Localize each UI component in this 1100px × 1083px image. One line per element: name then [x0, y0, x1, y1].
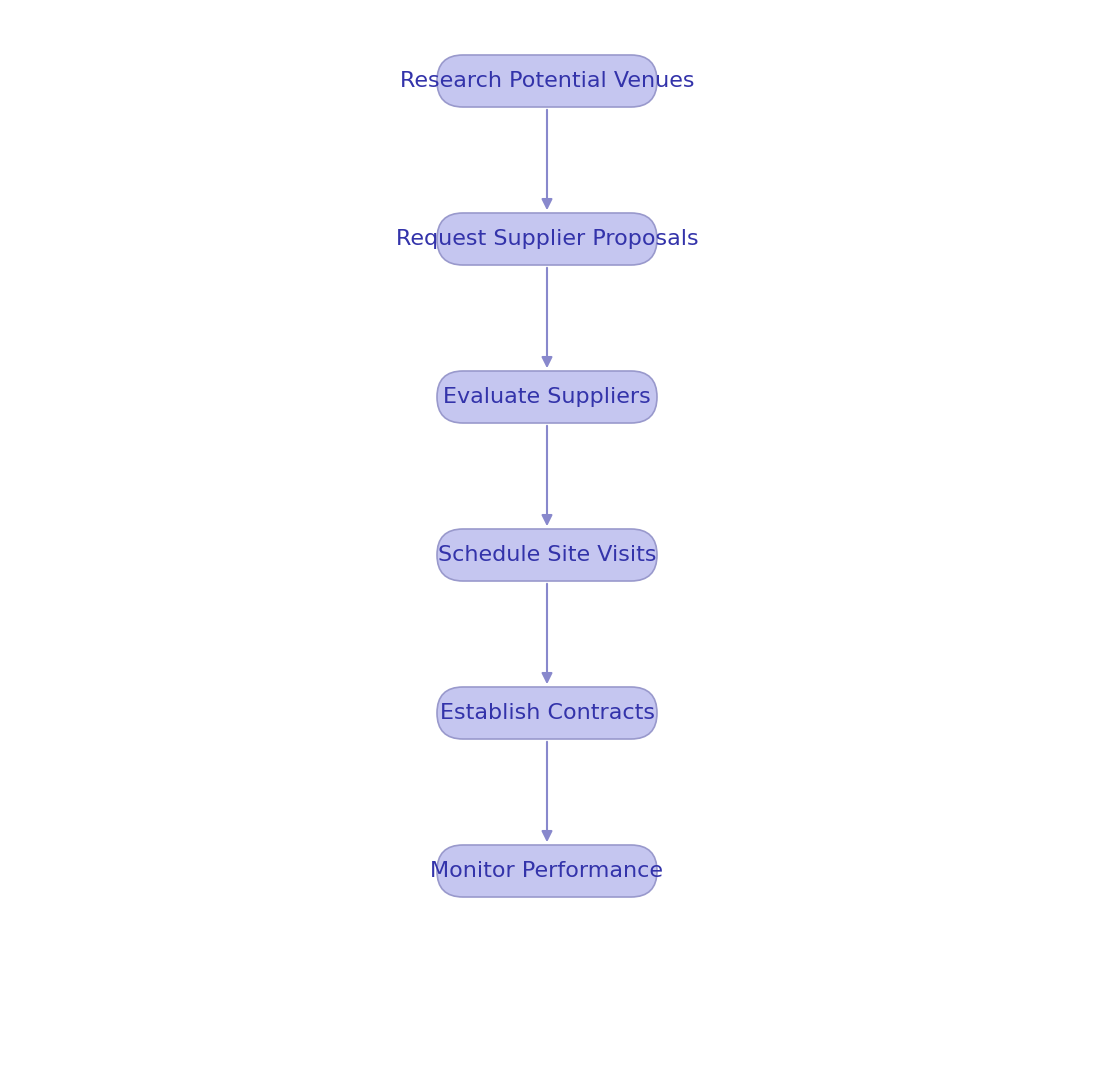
- Text: Research Potential Venues: Research Potential Venues: [399, 71, 694, 91]
- Text: Request Supplier Proposals: Request Supplier Proposals: [396, 229, 698, 249]
- FancyBboxPatch shape: [437, 687, 657, 739]
- FancyBboxPatch shape: [437, 55, 657, 107]
- FancyBboxPatch shape: [437, 213, 657, 265]
- FancyBboxPatch shape: [437, 529, 657, 580]
- FancyBboxPatch shape: [437, 371, 657, 423]
- Text: Schedule Site Visits: Schedule Site Visits: [438, 545, 657, 565]
- Text: Establish Contracts: Establish Contracts: [440, 703, 654, 723]
- Text: Evaluate Suppliers: Evaluate Suppliers: [443, 387, 651, 407]
- FancyBboxPatch shape: [437, 845, 657, 897]
- Text: Monitor Performance: Monitor Performance: [430, 861, 663, 880]
